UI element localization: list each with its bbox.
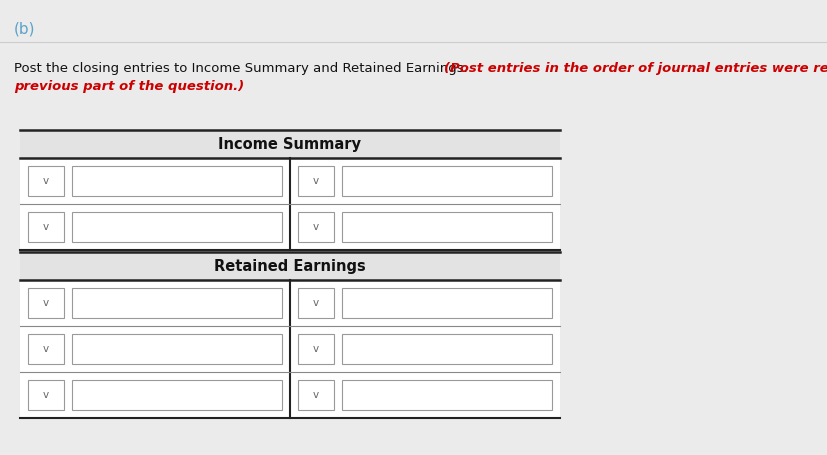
Bar	[298, 288, 333, 318]
Bar	[28, 380, 64, 410]
Text: v: v	[43, 222, 49, 232]
Bar	[20, 280, 559, 418]
Bar	[72, 288, 282, 318]
Text: v: v	[43, 390, 49, 400]
Text: Income Summary: Income Summary	[218, 136, 361, 152]
Text: v: v	[43, 176, 49, 186]
Bar	[72, 334, 282, 364]
Bar	[72, 166, 282, 196]
Text: v: v	[43, 344, 49, 354]
Text: v: v	[313, 298, 318, 308]
Text: v: v	[313, 344, 318, 354]
Bar	[298, 380, 333, 410]
Bar	[298, 334, 333, 364]
Bar	[342, 380, 552, 410]
Text: v: v	[43, 298, 49, 308]
Bar	[20, 252, 559, 280]
Bar	[28, 288, 64, 318]
Bar	[20, 130, 559, 158]
Bar	[342, 212, 552, 242]
Bar	[20, 158, 559, 250]
Bar	[342, 334, 552, 364]
Text: previous part of the question.): previous part of the question.)	[14, 80, 244, 93]
Bar	[298, 212, 333, 242]
Bar	[298, 166, 333, 196]
Bar	[342, 288, 552, 318]
Bar	[72, 380, 282, 410]
Text: Retained Earnings: Retained Earnings	[214, 258, 366, 273]
Bar	[342, 166, 552, 196]
Bar	[28, 166, 64, 196]
Text: Post the closing entries to Income Summary and Retained Earnings.: Post the closing entries to Income Summa…	[14, 62, 471, 75]
Bar	[72, 212, 282, 242]
Bar	[28, 334, 64, 364]
Text: (Post entries in the order of journal entries were recorded in the: (Post entries in the order of journal en…	[443, 62, 827, 75]
Text: (b): (b)	[14, 22, 36, 37]
Text: v: v	[313, 176, 318, 186]
Text: v: v	[313, 390, 318, 400]
Bar	[28, 212, 64, 242]
Text: v: v	[313, 222, 318, 232]
